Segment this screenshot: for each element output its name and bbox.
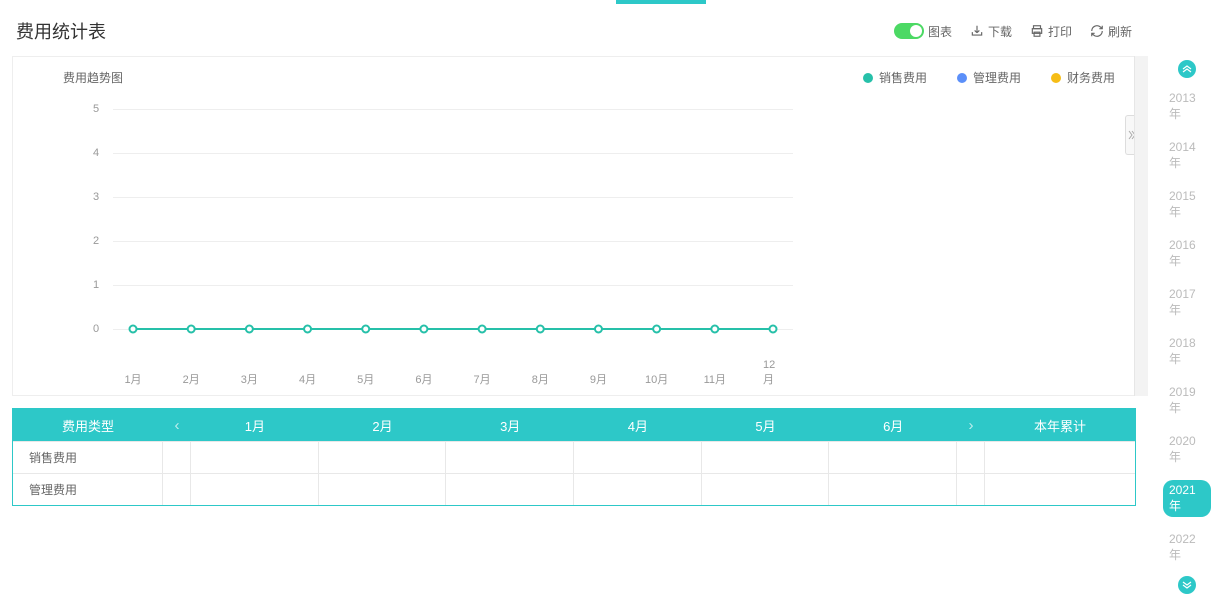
toggle-switch[interactable] [894,23,924,39]
cell-spacer [163,474,191,505]
header-actions: 图表 下载 打印 刷新 [894,23,1132,40]
year-list: 2013年 2014年 2015年 2016年 2017年 2018年 2019年 2020年… [1163,88,1211,566]
legend-label: 销售费用 [879,69,927,86]
year-item[interactable]: 2018年 [1163,333,1211,370]
x-tick-label: 11月 [704,371,726,387]
y-tick-label: 3 [93,191,99,203]
legend-marker-icon [957,73,967,83]
print-label: 打印 [1048,23,1072,40]
table-row: 管理费用 [13,473,1135,505]
cell-value [446,474,574,505]
x-tick-label: 10月 [645,371,668,387]
x-tick-label: 8月 [532,371,549,387]
cell-value [702,474,830,505]
refresh-label: 刷新 [1108,23,1132,40]
y-tick-label: 5 [93,103,99,115]
legend-marker-icon [863,73,873,83]
year-item[interactable]: 2013年 [1163,88,1211,125]
year-item[interactable]: 2015年 [1163,186,1211,223]
scrollbar-track[interactable] [1134,56,1148,396]
refresh-button[interactable]: 刷新 [1090,23,1132,40]
main-area: 费用统计表 图表 下载 打印 刷新 费用趋势图 销售费用管理费用财务费用 012… [0,0,1148,510]
table-row: 销售费用 [13,441,1135,473]
table-body: 销售费用管理费用 [13,441,1135,505]
y-tick-label: 1 [93,279,99,291]
x-tick-label: 1月 [124,371,141,387]
download-button[interactable]: 下载 [970,23,1012,40]
chart-card: 费用趋势图 销售费用管理费用财务费用 0123451月2月3月4月5月6月7月8… [12,56,1136,396]
year-down-button[interactable] [1178,576,1196,594]
col-m6: 6月 [829,416,957,435]
cell-value [446,442,574,473]
year-item[interactable]: 2014年 [1163,137,1211,174]
table-next-button[interactable]: › [957,417,985,434]
x-tick-label: 3月 [241,371,258,387]
x-tick-label: 9月 [590,371,607,387]
x-tick-label: 7月 [474,371,491,387]
y-tick-label: 4 [93,147,99,159]
x-tick-label: 2月 [183,371,200,387]
chart-legend: 销售费用 管理费用 财务费用 [863,69,1115,86]
legend-marker-icon [1051,73,1061,83]
year-item[interactable]: 2021年 [1163,480,1211,517]
cell-type: 管理费用 [13,474,163,505]
download-label: 下载 [988,23,1012,40]
legend-label: 管理费用 [973,69,1021,86]
page-title: 费用统计表 [16,18,106,44]
cell-value [191,442,319,473]
cell-spacer [957,442,985,473]
chevron-up-double-icon [1182,65,1192,73]
cell-value [319,474,447,505]
cell-value [829,474,957,505]
legend-item[interactable]: 管理费用 [957,69,1021,86]
year-item[interactable]: 2020年 [1163,431,1211,468]
col-type: 费用类型 [13,416,163,435]
x-tick-label: 6月 [415,371,432,387]
table-prev-button[interactable]: ‹ [163,417,191,434]
y-tick-label: 2 [93,235,99,247]
series-line [113,89,793,369]
cell-value [829,442,957,473]
cell-value [574,474,702,505]
year-item[interactable]: 2016年 [1163,235,1211,272]
year-item[interactable]: 2017年 [1163,284,1211,321]
chart-toggle-label: 图表 [928,23,952,40]
legend-label: 财务费用 [1067,69,1115,86]
col-m3: 3月 [446,416,574,435]
col-m5: 5月 [702,416,830,435]
header-row: 费用统计表 图表 下载 打印 刷新 [0,0,1148,56]
cell-type: 销售费用 [13,442,163,473]
cell-spacer [957,474,985,505]
year-item[interactable]: 2022年 [1163,529,1211,566]
cell-spacer [163,442,191,473]
chevron-down-double-icon [1182,581,1192,589]
x-tick-label: 4月 [299,371,316,387]
cell-total [985,474,1135,505]
x-tick-label: 5月 [357,371,374,387]
cell-value [574,442,702,473]
col-m2: 2月 [319,416,447,435]
legend-item[interactable]: 销售费用 [863,69,927,86]
legend-item[interactable]: 财务费用 [1051,69,1115,86]
data-table: 费用类型 ‹ 1月 2月 3月 4月 5月 6月 › 本年累计 销售费用管理费用 [12,408,1136,506]
y-tick-label: 0 [93,323,99,335]
col-m1: 1月 [191,416,319,435]
year-up-button[interactable] [1178,60,1196,78]
year-sidebar: 2013年 2014年 2015年 2016年 2017年 2018年 2019年 2020年… [1163,56,1211,594]
chart-plot: 0123451月2月3月4月5月6月7月8月9月10月11月12月 [113,89,793,369]
chart-toggle[interactable]: 图表 [894,23,952,40]
year-item[interactable]: 2019年 [1163,382,1211,419]
col-m4: 4月 [574,416,702,435]
refresh-icon [1090,24,1104,38]
cell-total [985,442,1135,473]
download-icon [970,24,984,38]
print-icon [1030,24,1044,38]
cell-value [319,442,447,473]
cell-value [702,442,830,473]
table-header: 费用类型 ‹ 1月 2月 3月 4月 5月 6月 › 本年累计 [13,409,1135,441]
col-total: 本年累计 [985,416,1135,435]
print-button[interactable]: 打印 [1030,23,1072,40]
cell-value [191,474,319,505]
